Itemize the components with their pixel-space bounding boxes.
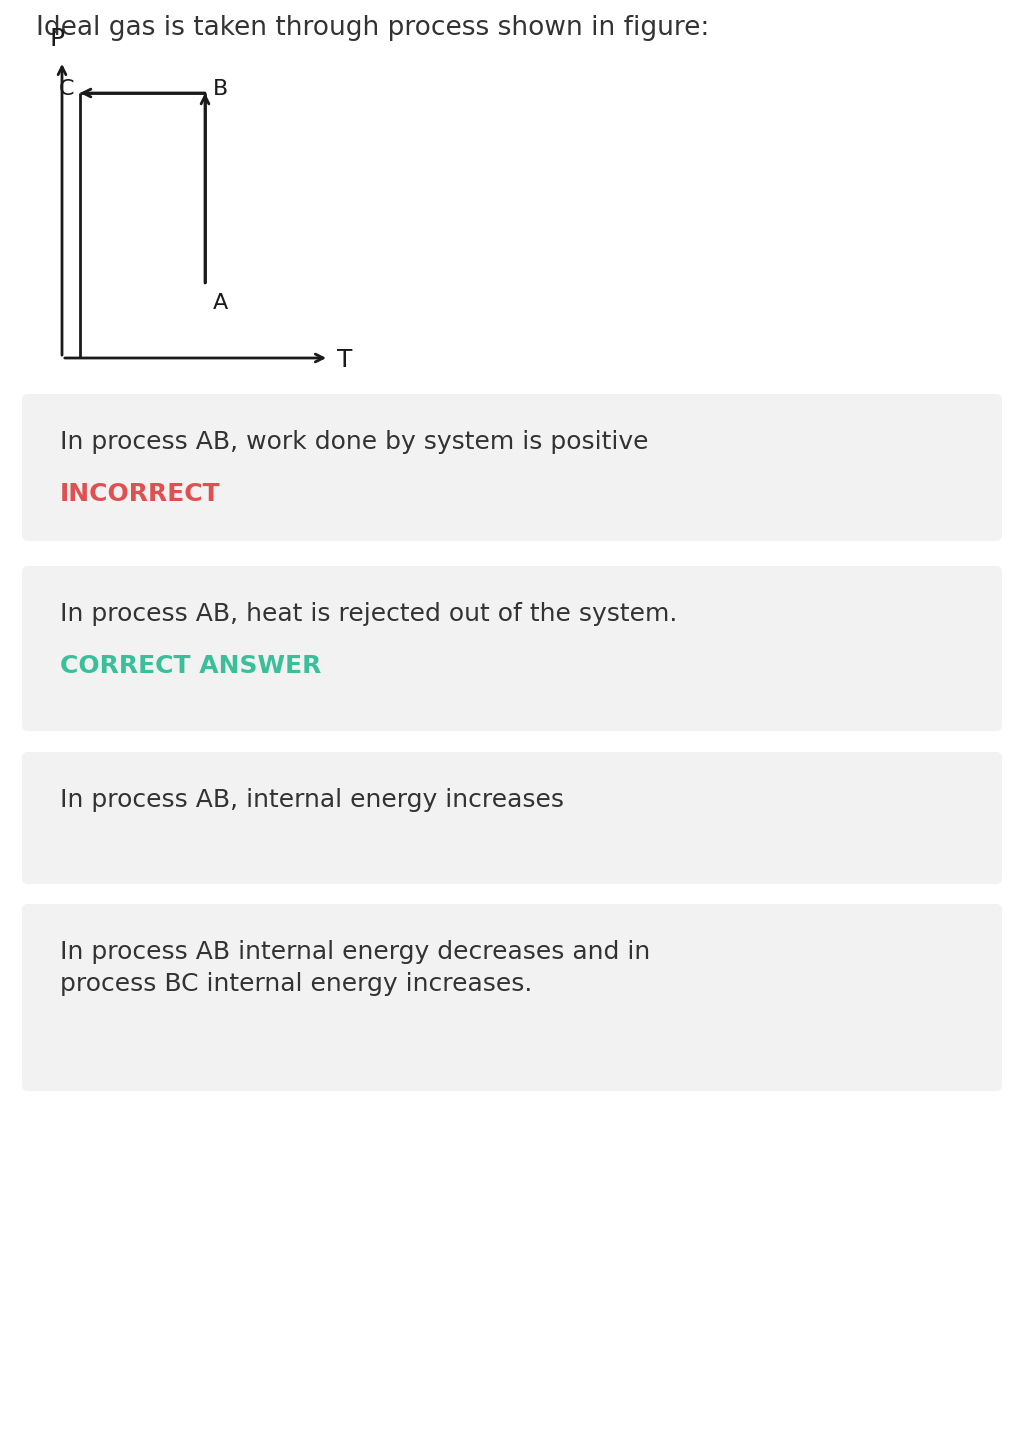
- FancyBboxPatch shape: [22, 904, 1002, 1091]
- Text: P: P: [49, 28, 65, 51]
- Text: In process AB, heat is rejected out of the system.: In process AB, heat is rejected out of t…: [60, 601, 677, 626]
- Text: A: A: [213, 293, 228, 313]
- Text: C: C: [58, 79, 74, 99]
- Text: Ideal gas is taken through process shown in figure:: Ideal gas is taken through process shown…: [36, 15, 710, 41]
- Text: B: B: [213, 79, 228, 99]
- Text: In process AB, work done by system is positive: In process AB, work done by system is po…: [60, 430, 648, 454]
- Text: In process AB, internal energy increases: In process AB, internal energy increases: [60, 788, 564, 812]
- FancyBboxPatch shape: [22, 395, 1002, 542]
- Text: T: T: [337, 348, 352, 371]
- Text: In process AB internal energy decreases and in
process BC internal energy increa: In process AB internal energy decreases …: [60, 941, 650, 996]
- FancyBboxPatch shape: [22, 566, 1002, 731]
- FancyBboxPatch shape: [22, 751, 1002, 884]
- Text: INCORRECT: INCORRECT: [60, 482, 220, 507]
- Text: CORRECT ANSWER: CORRECT ANSWER: [60, 654, 322, 678]
